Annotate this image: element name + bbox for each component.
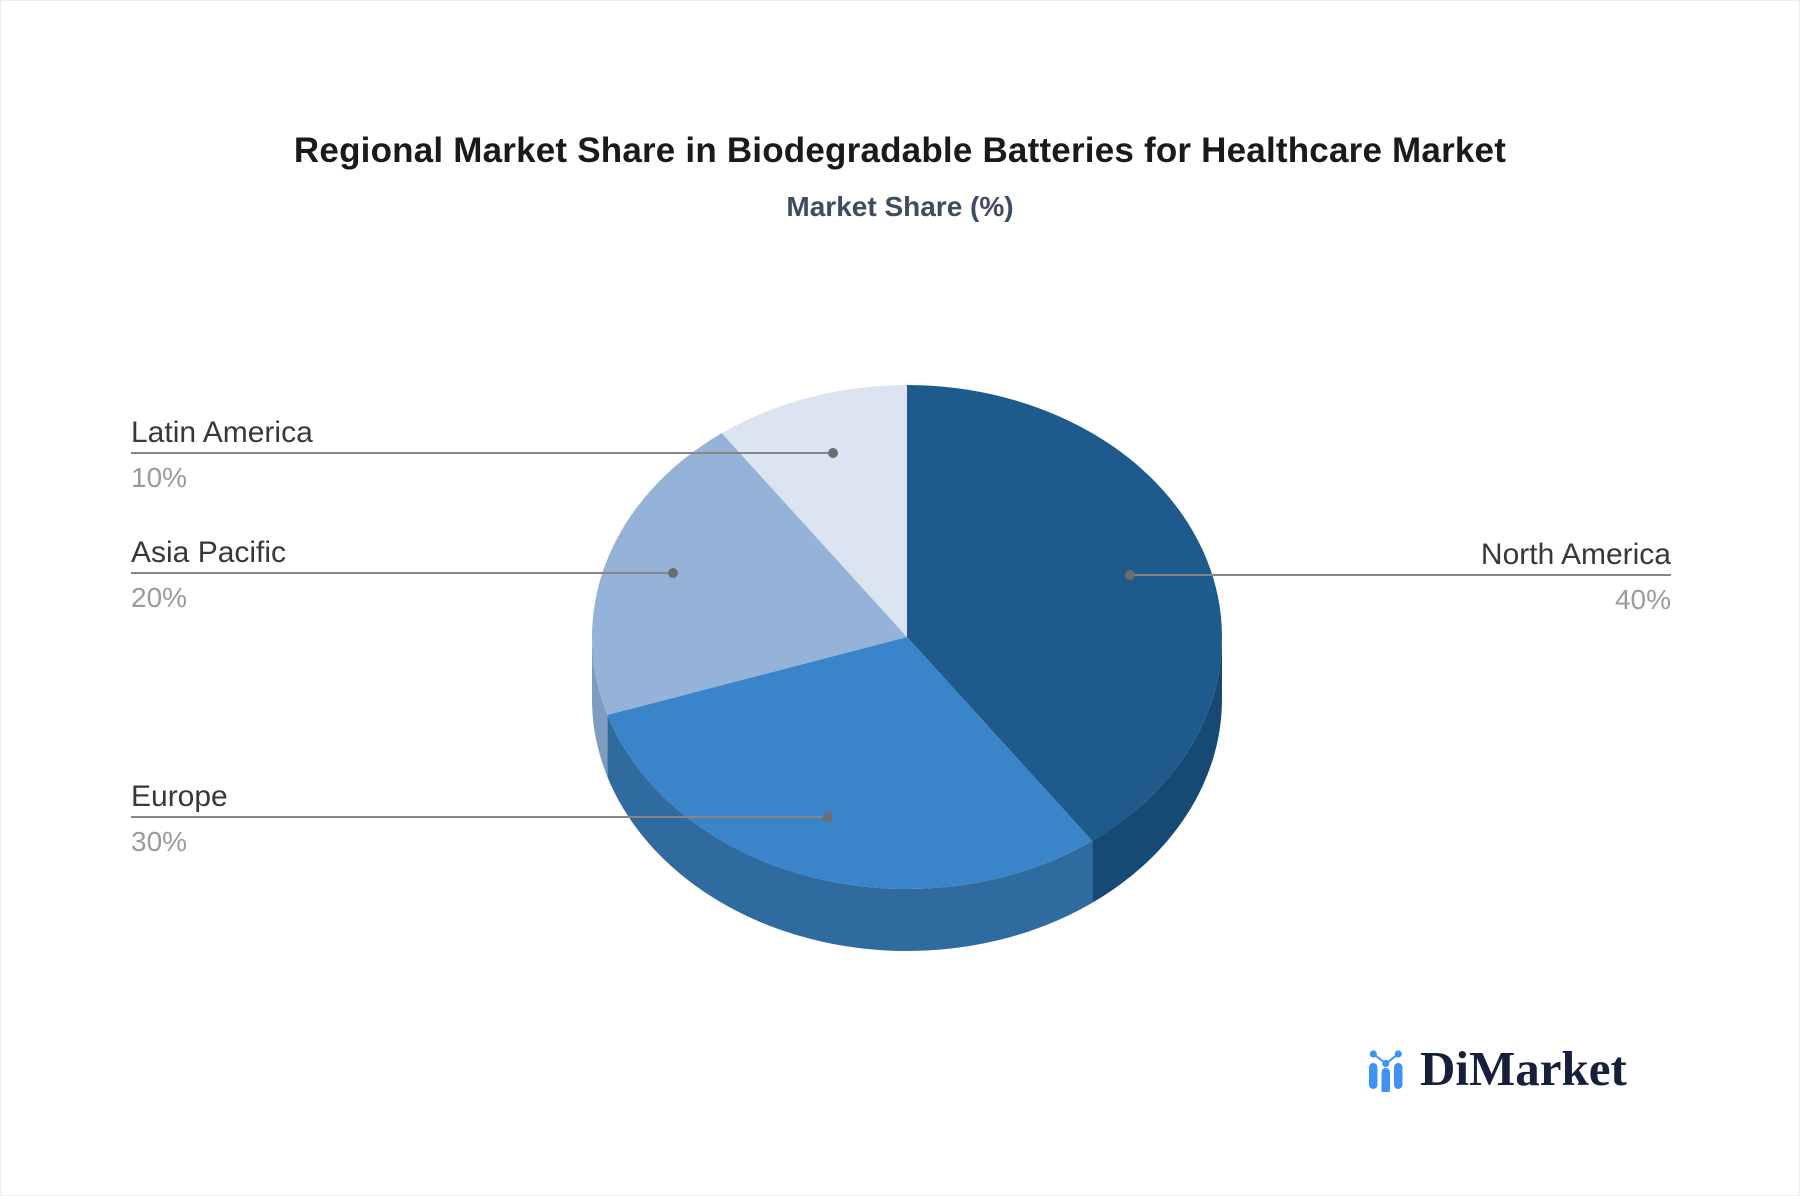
bar-line-chart-icon — [1369, 1050, 1403, 1092]
pie-slice-asia-pacific[interactable] — [591, 433, 907, 715]
callout-percent: 10% — [131, 462, 188, 493]
chart-title: Regional Market Share in Biodegradable B… — [293, 131, 1507, 170]
callout-label: Asia Pacific — [131, 535, 287, 569]
leader-dot-north-america — [1125, 570, 1135, 580]
leader-dot-asia-pacific — [668, 568, 678, 578]
pie-slice-side-north-america — [1092, 637, 1222, 903]
callout-percent: 30% — [131, 826, 188, 857]
callout-label: Latin America — [131, 415, 313, 449]
callout-label: Europe — [131, 779, 228, 813]
brand-name: DiMarket — [1420, 1041, 1627, 1096]
leader-dot-latin-america — [828, 448, 838, 458]
brand-credit[interactable]: DiMarket — [1367, 1043, 1627, 1095]
pie-slice-north-america[interactable] — [907, 385, 1222, 841]
pie-slice-side-europe — [607, 714, 1093, 951]
pie-slice-side-asia-pacific — [592, 637, 608, 777]
callout-percent: 20% — [131, 582, 188, 613]
pie-slice-latin-america[interactable] — [721, 385, 907, 637]
chart-subtitle: Market Share (%) — [786, 191, 1014, 222]
leader-dot-europe — [823, 812, 833, 822]
pie-slice-europe[interactable] — [607, 637, 1093, 889]
callout-percent: 40% — [1614, 584, 1671, 615]
callout-label: North America — [1480, 537, 1671, 571]
